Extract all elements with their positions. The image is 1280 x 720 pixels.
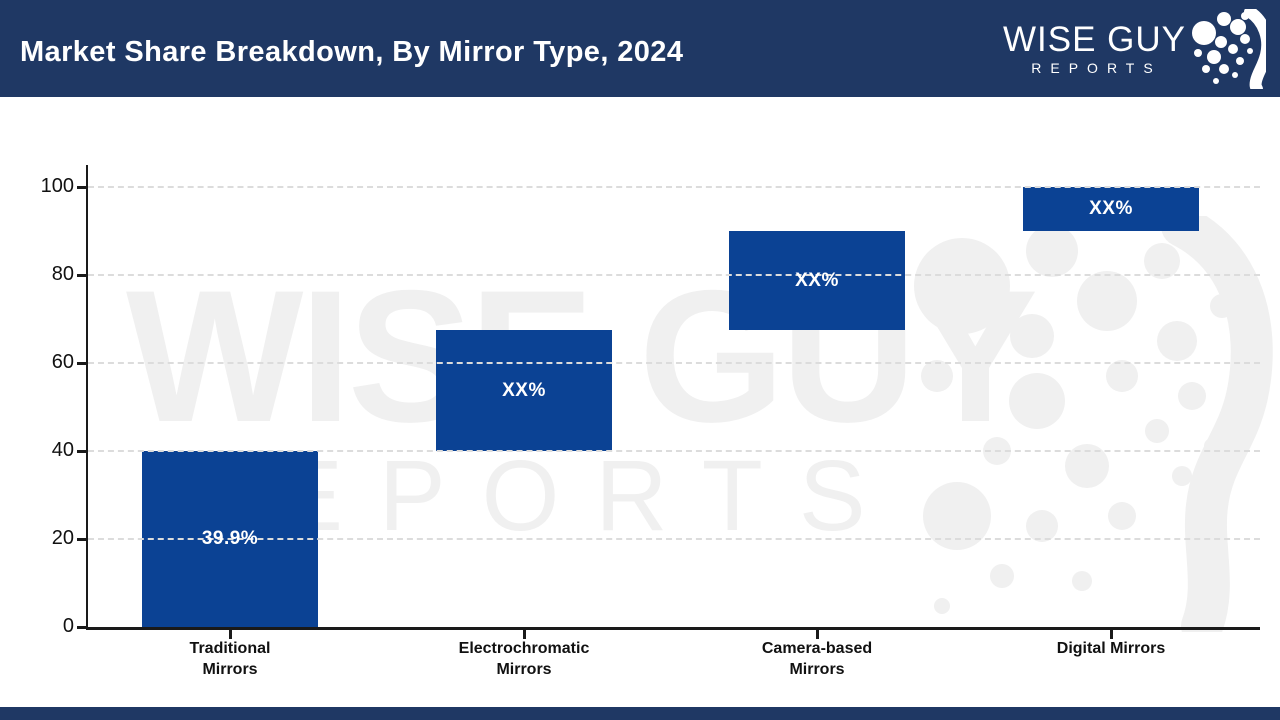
category-label: Camera-based Mirrors: [761, 640, 873, 678]
y-axis-tick: [77, 537, 86, 541]
logo-wordmark: WISE GUY: [1002, 20, 1186, 59]
y-tick-label: 80: [51, 263, 74, 285]
bar-4: [1023, 187, 1199, 231]
x-axis-tick: [1109, 629, 1113, 639]
gridline-60: [88, 362, 1260, 364]
bar-value-label: XX%: [502, 379, 546, 401]
y-axis-tick: [77, 449, 86, 453]
logo-subtitle: REPORTS: [1031, 60, 1162, 76]
x-axis-line: [85, 627, 1260, 630]
category-label: Traditional Mirrors: [189, 640, 271, 678]
y-axis-tick: [77, 185, 86, 189]
category-label: Digital Mirrors: [1056, 640, 1166, 657]
y-tick-label: 20: [51, 527, 74, 549]
logo-face-icon: [1192, 9, 1266, 89]
gridline-80: [88, 274, 1260, 276]
x-axis-tick: [815, 629, 819, 639]
y-tick-label: 60: [51, 351, 74, 373]
category-label: Electrochromatic Mirrors: [458, 640, 590, 678]
header-bar: Market Share Breakdown, By Mirror Type, …: [0, 0, 1280, 97]
x-axis-tick: [228, 629, 232, 639]
y-tick-label: 0: [62, 615, 74, 637]
logo-text: WISE GUY REPORTS: [1003, 22, 1186, 76]
bar-value-label: XX%: [795, 269, 839, 291]
footer-bar: [0, 707, 1280, 720]
y-tick-label: 40: [51, 439, 74, 461]
bar-value-label: 39.9%: [201, 528, 259, 549]
page-title: Market Share Breakdown, By Mirror Type, …: [20, 36, 684, 68]
bar-2: [436, 330, 612, 451]
y-axis-tick: [77, 361, 86, 365]
bar-3: [729, 231, 905, 330]
wise-guy-reports-logo: WISE GUY REPORTS: [1003, 8, 1266, 90]
gridline-40: [88, 450, 1260, 452]
y-axis-tick: [77, 625, 86, 629]
y-axis-line: [85, 165, 88, 630]
y-tick-label: 100: [40, 175, 74, 197]
y-axis-tick: [77, 273, 86, 277]
gridline-20: [88, 538, 1260, 540]
x-axis-tick: [522, 629, 526, 639]
gridline-100: [88, 186, 1260, 188]
bar-value-label: XX%: [1089, 198, 1133, 219]
